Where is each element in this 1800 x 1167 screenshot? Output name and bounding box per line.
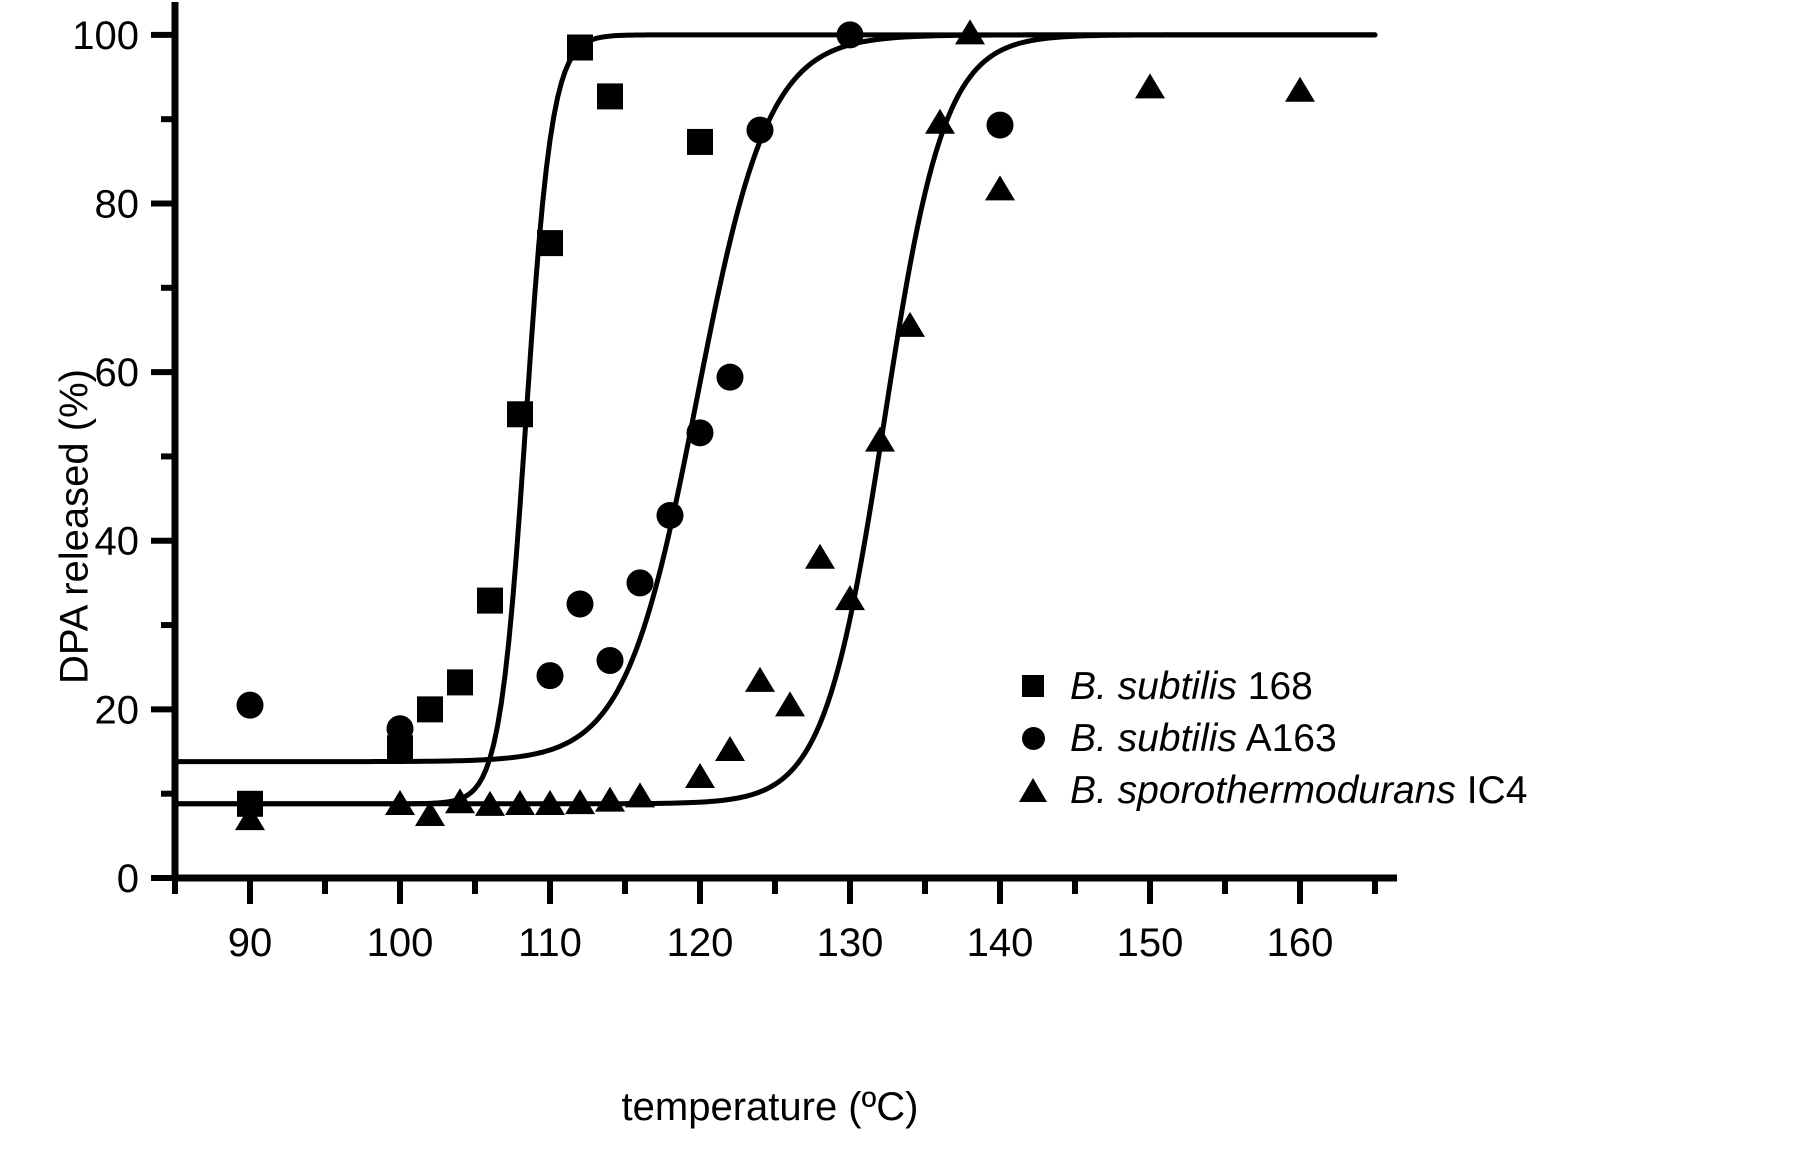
data-point-triangle <box>865 426 895 452</box>
data-point-circle <box>596 646 624 674</box>
data-point-square <box>537 230 563 257</box>
legend-item-b-subtilis-168: B. subtilis 168 <box>1010 660 1527 712</box>
x-axis-tick-label: 140 <box>967 921 1034 965</box>
tick-label-layer: 0 20 40 60 80 100 90 100 110 120 130 140 150 160 <box>72 14 1333 965</box>
y-axis-tick-label: 40 <box>95 520 140 564</box>
legend-label-b-subtilis-a163: B. subtilis A163 <box>1070 719 1337 758</box>
data-point-circle <box>836 21 864 49</box>
legend-label-b-subtilis-168: B. subtilis 168 <box>1070 667 1313 706</box>
data-point-square <box>417 696 443 723</box>
legend-circle-marker-icon <box>1010 726 1056 750</box>
data-point-circle <box>566 590 594 618</box>
data-point-triangle <box>385 789 415 815</box>
data-point-circle <box>686 419 714 447</box>
data-marker-layer <box>235 19 1315 831</box>
axis-layer <box>151 2 1397 904</box>
data-point-square <box>687 128 713 155</box>
y-axis-tick-label: 60 <box>95 351 140 395</box>
data-point-triangle <box>445 788 475 814</box>
data-point-triangle <box>595 786 625 812</box>
legend-species-name: B. sporothermodurans <box>1070 768 1456 812</box>
x-axis-title-wrapper: temperature (ºC) <box>180 1085 1360 1130</box>
x-axis-tick-label: 110 <box>518 921 582 965</box>
x-axis-tick-label: 130 <box>817 921 884 965</box>
legend-label-b-sporothermodurans-ic4: B. sporothermodurans IC4 <box>1070 771 1527 810</box>
legend-strain-name <box>1237 665 1248 708</box>
legend-strain-value: 168 <box>1247 664 1313 708</box>
data-point-triangle <box>625 782 655 808</box>
data-point-triangle <box>1135 73 1165 99</box>
data-point-triangle <box>565 789 595 815</box>
data-point-square <box>597 83 623 110</box>
data-point-triangle <box>1285 76 1315 102</box>
y-axis-tick-label: 100 <box>72 14 139 58</box>
data-point-square <box>567 34 593 61</box>
y-axis-tick-label: 80 <box>95 182 140 226</box>
legend-item-b-subtilis-a163: B. subtilis A163 <box>1010 712 1527 764</box>
data-point-triangle <box>535 789 565 815</box>
data-point-triangle <box>835 585 865 611</box>
data-point-triangle <box>505 789 535 815</box>
x-axis-tick-label: 160 <box>1267 921 1334 965</box>
data-point-triangle <box>745 666 775 692</box>
data-point-triangle <box>475 790 505 816</box>
data-point-circle <box>386 715 414 743</box>
legend-species-name: B. subtilis <box>1070 716 1237 760</box>
data-point-triangle <box>235 805 265 831</box>
data-point-circle <box>716 363 744 391</box>
x-axis-tick-label: 100 <box>367 921 434 965</box>
legend-item-b-sporothermodurans-ic4: B. sporothermodurans IC4 <box>1010 764 1527 816</box>
x-axis-tick-label: 90 <box>228 921 273 965</box>
x-axis-tick-label: 150 <box>1117 921 1184 965</box>
data-point-square <box>447 669 473 696</box>
data-point-triangle <box>985 175 1015 201</box>
data-point-circle <box>656 501 684 529</box>
chart-legend: B. subtilis 168 B. subtilis A163 B. spor… <box>1010 660 1527 816</box>
legend-strain-value: IC4 <box>1466 768 1528 812</box>
legend-triangle-marker-icon <box>1010 778 1056 802</box>
x-axis-tick-label: 120 <box>667 921 734 965</box>
fit-curve-layer <box>172 32 1378 807</box>
fit-curve <box>172 32 1378 807</box>
data-point-square <box>507 401 533 428</box>
data-point-triangle <box>775 691 805 717</box>
y-axis-tick-label: 20 <box>95 688 140 732</box>
data-point-circle <box>236 691 264 719</box>
data-point-triangle <box>955 19 985 45</box>
y-axis-title-wrapper: DPA released (%) <box>53 246 98 806</box>
data-point-triangle <box>685 763 715 789</box>
legend-square-marker-icon <box>1010 675 1056 697</box>
data-point-triangle <box>415 800 445 826</box>
y-axis-tick-label: 0 <box>117 857 139 901</box>
data-point-circle <box>986 111 1014 139</box>
y-axis-title: DPA released (%) <box>52 368 97 684</box>
legend-species-name: B. subtilis <box>1070 664 1237 708</box>
data-point-square <box>477 587 503 614</box>
data-point-circle <box>626 569 654 597</box>
data-point-triangle <box>895 311 925 337</box>
data-point-circle <box>746 116 774 144</box>
fit-curve <box>172 32 1378 765</box>
legend-strain-value: A163 <box>1245 716 1337 760</box>
x-axis-title: temperature (ºC) <box>621 1085 919 1129</box>
data-point-triangle <box>715 736 745 762</box>
data-point-triangle <box>925 108 955 134</box>
data-point-triangle <box>805 543 835 569</box>
data-point-circle <box>536 662 564 690</box>
